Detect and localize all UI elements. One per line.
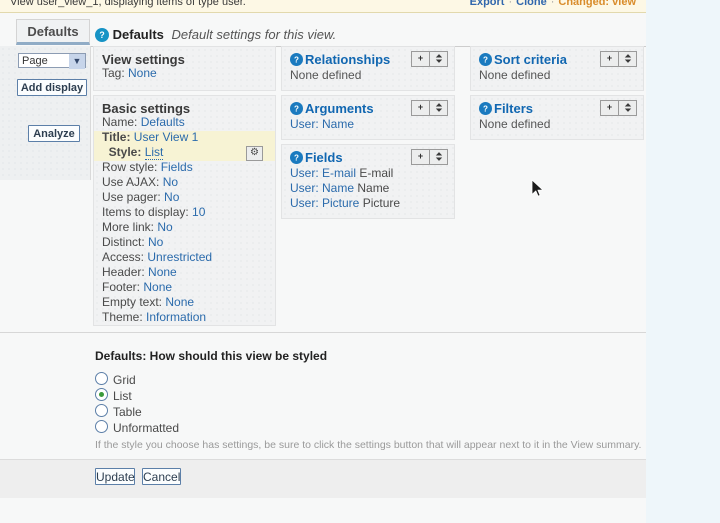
svg-text:?: ? <box>99 30 104 40</box>
svg-text:?: ? <box>294 104 299 113</box>
svg-text:?: ? <box>294 153 299 162</box>
svg-text:?: ? <box>483 55 488 64</box>
svg-text:?: ? <box>294 55 299 64</box>
svg-text:?: ? <box>483 104 488 113</box>
